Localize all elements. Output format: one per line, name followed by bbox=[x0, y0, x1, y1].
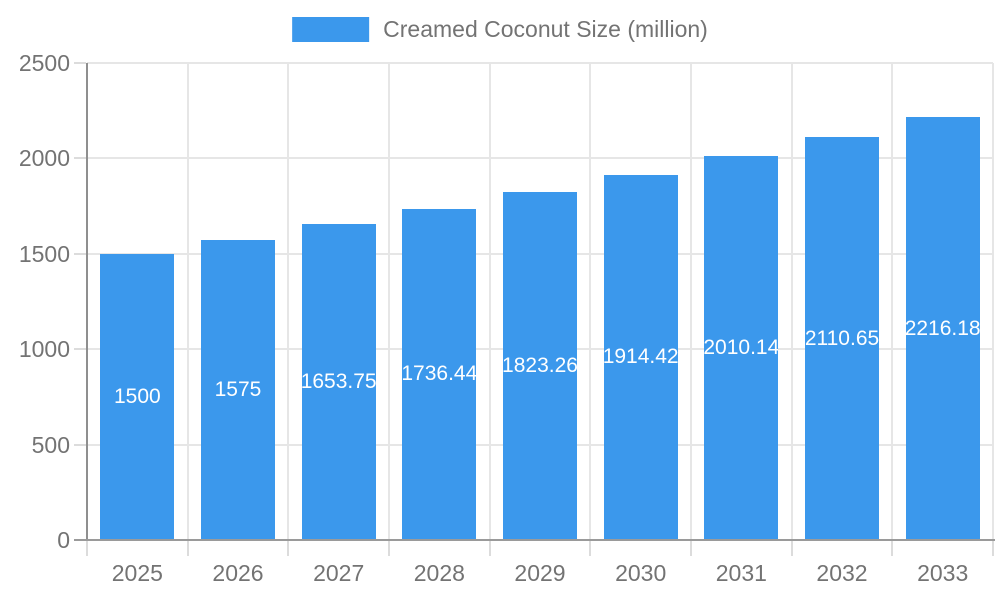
y-tick-label: 2500 bbox=[18, 50, 70, 76]
bar-value-label: 1914.42 bbox=[603, 345, 678, 369]
y-axis-tick bbox=[74, 62, 86, 64]
x-axis-tick bbox=[287, 540, 290, 556]
gridline-v bbox=[186, 63, 189, 540]
x-axis-tick bbox=[891, 540, 894, 556]
x-axis-tick bbox=[589, 540, 592, 556]
bar-value-label: 1736.44 bbox=[402, 362, 477, 386]
x-axis-tick bbox=[186, 540, 189, 556]
bar[interactable]: 1653.75 bbox=[301, 224, 376, 540]
y-axis-labels: 0 500 1000 1500 2000 2500 bbox=[0, 50, 70, 553]
x-axis-tick bbox=[488, 540, 491, 556]
bar[interactable]: 1500 bbox=[100, 253, 175, 540]
x-tick-label: 2025 bbox=[111, 560, 163, 586]
x-axis-tick bbox=[86, 540, 88, 556]
x-tick-label: 2031 bbox=[715, 560, 767, 586]
gridline-h bbox=[87, 157, 993, 160]
x-tick-label: 2029 bbox=[514, 560, 566, 586]
bar[interactable]: 2010.14 bbox=[704, 156, 779, 540]
legend[interactable]: Creamed Coconut Size (million) bbox=[292, 16, 708, 43]
y-axis-tick bbox=[74, 348, 86, 351]
x-tick-label: 2026 bbox=[212, 560, 264, 586]
gridline-v bbox=[689, 63, 692, 540]
x-tick-label: 2030 bbox=[615, 560, 667, 586]
y-axis-tick bbox=[74, 252, 86, 255]
legend-label: Creamed Coconut Size (million) bbox=[383, 16, 708, 42]
gridline-v bbox=[287, 63, 290, 540]
legend-swatch bbox=[292, 17, 370, 42]
x-tick-label: 2032 bbox=[816, 560, 868, 586]
x-tick-label: 2033 bbox=[917, 560, 969, 586]
plot-area: 1500 1575 1653.75 1736.44 1823.26 1914.42 2010… bbox=[74, 62, 995, 556]
bar[interactable]: 2216.18 bbox=[905, 117, 980, 540]
x-axis-labels: 2025 2026 2027 2028 2029 2030 2031 2032 2033 bbox=[87, 558, 993, 588]
x-axis-tick bbox=[790, 540, 793, 556]
y-axis-tick bbox=[74, 157, 86, 160]
bar[interactable]: 2110.65 bbox=[805, 137, 879, 540]
y-tick-label: 0 bbox=[57, 527, 70, 553]
x-axis-line bbox=[74, 539, 995, 541]
gridline-v bbox=[992, 63, 994, 540]
bar[interactable]: 1823.26 bbox=[503, 192, 577, 540]
bar-value-label: 1823.26 bbox=[503, 354, 577, 378]
bar[interactable]: 1914.42 bbox=[603, 174, 678, 540]
gridline-v bbox=[387, 63, 390, 540]
bar-value-label: 1575 bbox=[214, 377, 262, 401]
bar[interactable]: 1575 bbox=[200, 239, 275, 540]
bar-value-label: 1653.75 bbox=[301, 370, 376, 394]
bar-value-label: 1500 bbox=[113, 384, 161, 408]
y-tick-label: 2000 bbox=[18, 145, 70, 172]
x-axis-tick bbox=[387, 540, 390, 556]
bar-value-label: 2110.65 bbox=[805, 326, 879, 350]
bar-value-label: 2010.14 bbox=[704, 336, 779, 360]
gridline-v bbox=[488, 63, 491, 540]
bar-value-label: 2216.18 bbox=[905, 316, 980, 340]
y-tick-label: 1500 bbox=[18, 240, 70, 267]
gridline-h bbox=[87, 62, 993, 64]
y-axis-line bbox=[86, 63, 88, 540]
gridline-v bbox=[790, 63, 793, 540]
y-tick-label: 1000 bbox=[18, 336, 70, 363]
gridline-v bbox=[891, 63, 894, 540]
x-tick-label: 2027 bbox=[313, 560, 365, 586]
y-axis-tick bbox=[74, 443, 86, 446]
y-tick-label: 500 bbox=[31, 431, 70, 458]
bar[interactable]: 1736.44 bbox=[402, 208, 477, 540]
gridline-v bbox=[589, 63, 592, 540]
x-axis-tick bbox=[689, 540, 692, 556]
x-axis-tick bbox=[992, 540, 994, 556]
x-tick-label: 2028 bbox=[413, 560, 465, 586]
